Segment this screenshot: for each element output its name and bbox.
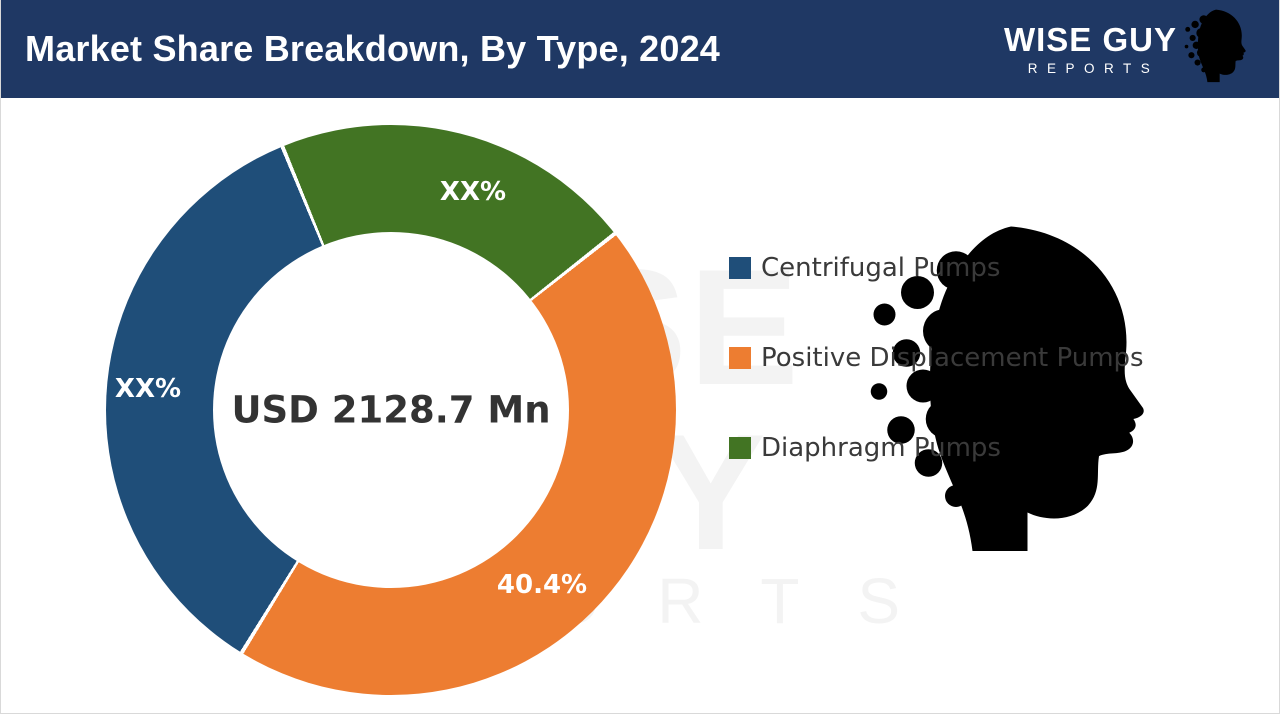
chart-region: WISE GUY REPORTS USD 2128.7 Mn XX% 40.4%… [1,98,1279,713]
donut-hole [213,232,569,588]
legend-label: Positive Displacement Pumps [761,343,1144,373]
page-title: Market Share Breakdown, By Type, 2024 [25,28,721,69]
legend-item-diaphragm[interactable]: Diaphragm Pumps [729,430,1144,466]
logo-subtext: REPORTS [1027,60,1160,76]
logo-word: WISE GUY [1003,20,1177,58]
donut-chart: USD 2128.7 Mn XX% 40.4% XX% [106,125,676,695]
legend-swatch-diaphragm [729,437,751,459]
legend-item-positive-displacement[interactable]: Positive Displacement Pumps [729,340,1144,376]
legend-swatch-positive-displacement [729,347,751,369]
brand-logo: WISE GUY REPORTS [1004,6,1253,92]
legend: Centrifugal Pumps Positive Displacement … [729,250,1144,520]
donut-center-value: USD 2128.7 Mn [231,388,551,432]
segment-label-positive-displacement: 40.4% [496,570,588,600]
logo-face-icon [1184,9,1246,83]
logo-wordmark: WISE GUY REPORTS [1004,23,1177,76]
legend-item-centrifugal[interactable]: Centrifugal Pumps [729,250,1144,286]
header-bar: Market Share Breakdown, By Type, 2024 WI… [1,0,1279,98]
legend-label: Centrifugal Pumps [761,253,1001,283]
segment-label-centrifugal: XX% [114,374,182,404]
legend-label: Diaphragm Pumps [761,433,1001,463]
segment-label-diaphragm: XX% [439,177,507,207]
legend-swatch-centrifugal [729,257,751,279]
